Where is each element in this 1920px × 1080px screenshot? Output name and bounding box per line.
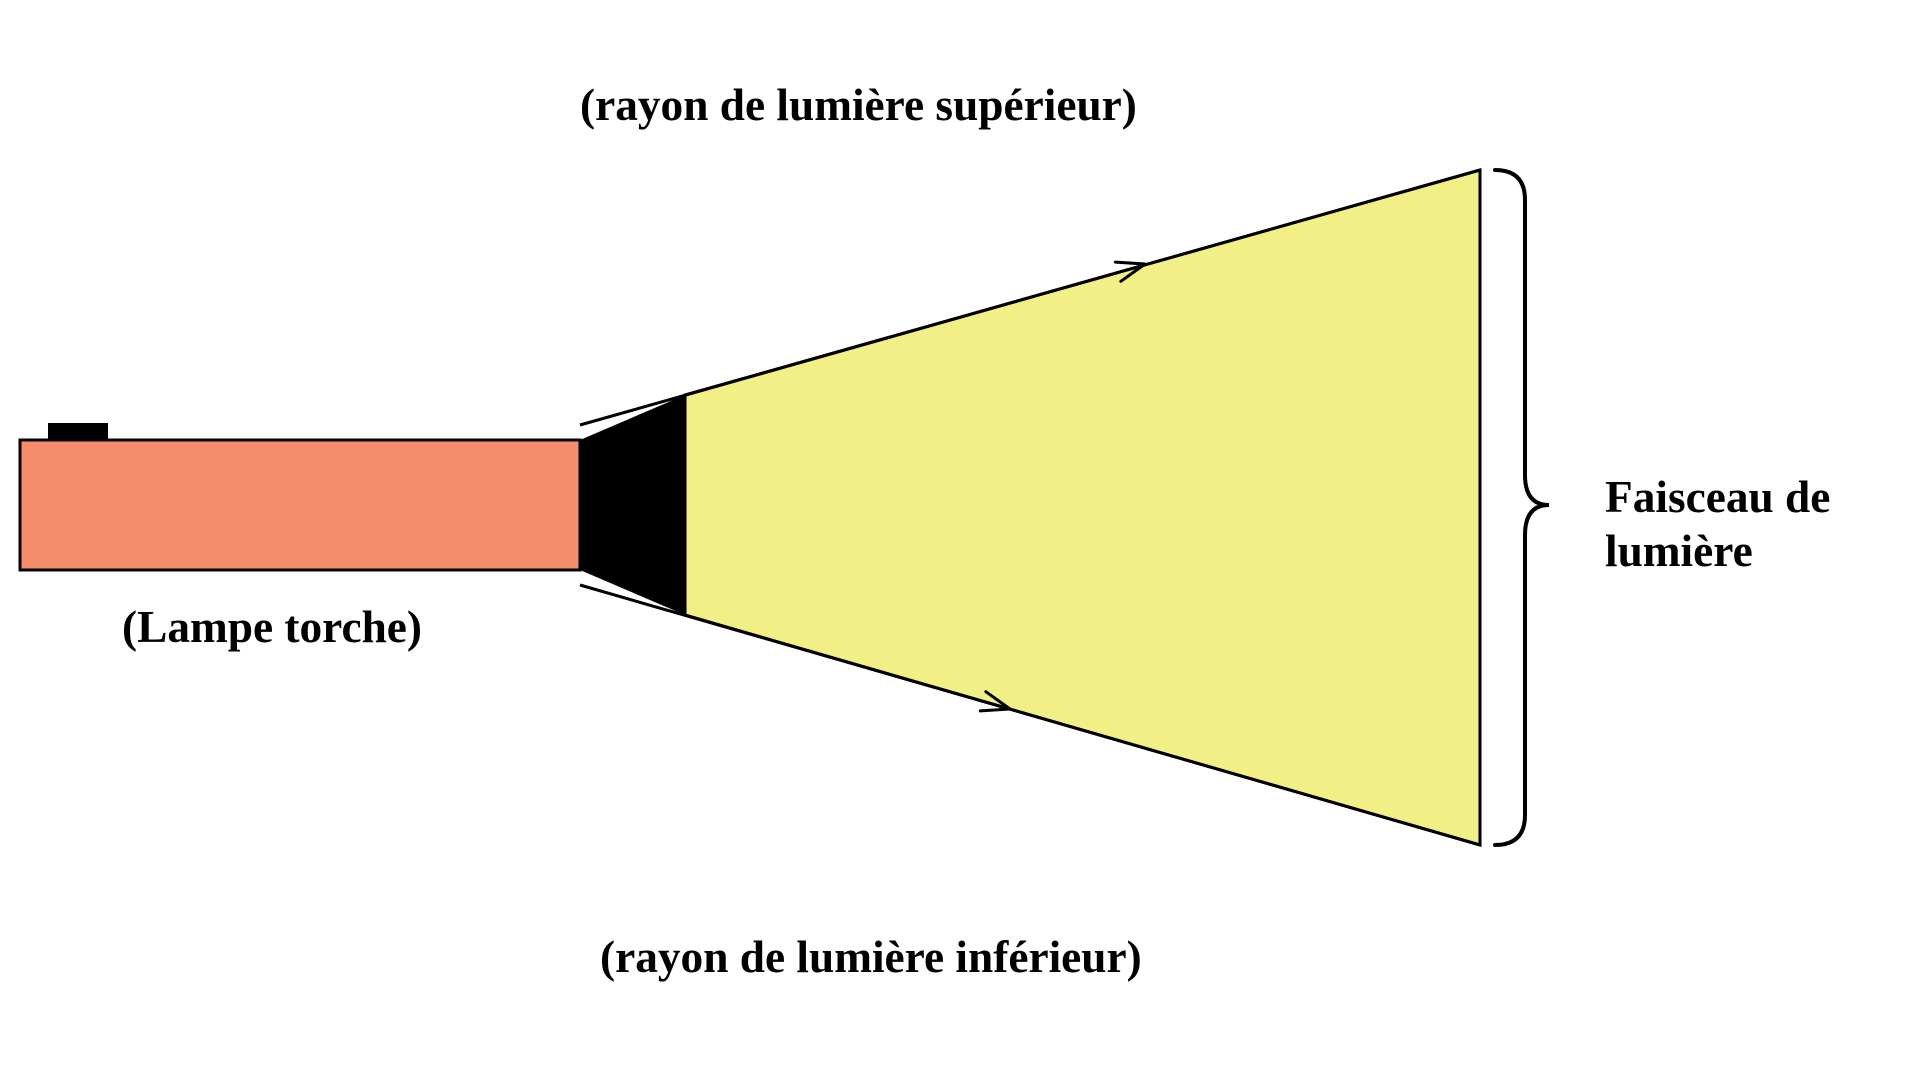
lower-ray-label: (rayon de lumière inférieur) — [600, 930, 1142, 984]
upper-ray-label: (rayon de lumière supérieur) — [580, 78, 1137, 132]
torch-button — [48, 423, 108, 440]
torch-body — [20, 440, 580, 570]
torch-label: (Lampe torche) — [122, 600, 422, 654]
torch-head — [580, 395, 685, 615]
light-beam — [685, 170, 1480, 845]
brace-icon — [1495, 170, 1549, 845]
diagram-canvas: { "labels": { "upper_ray": "(rayon de lu… — [0, 0, 1920, 1080]
beam-label: Faisceau de lumière — [1605, 470, 1830, 579]
